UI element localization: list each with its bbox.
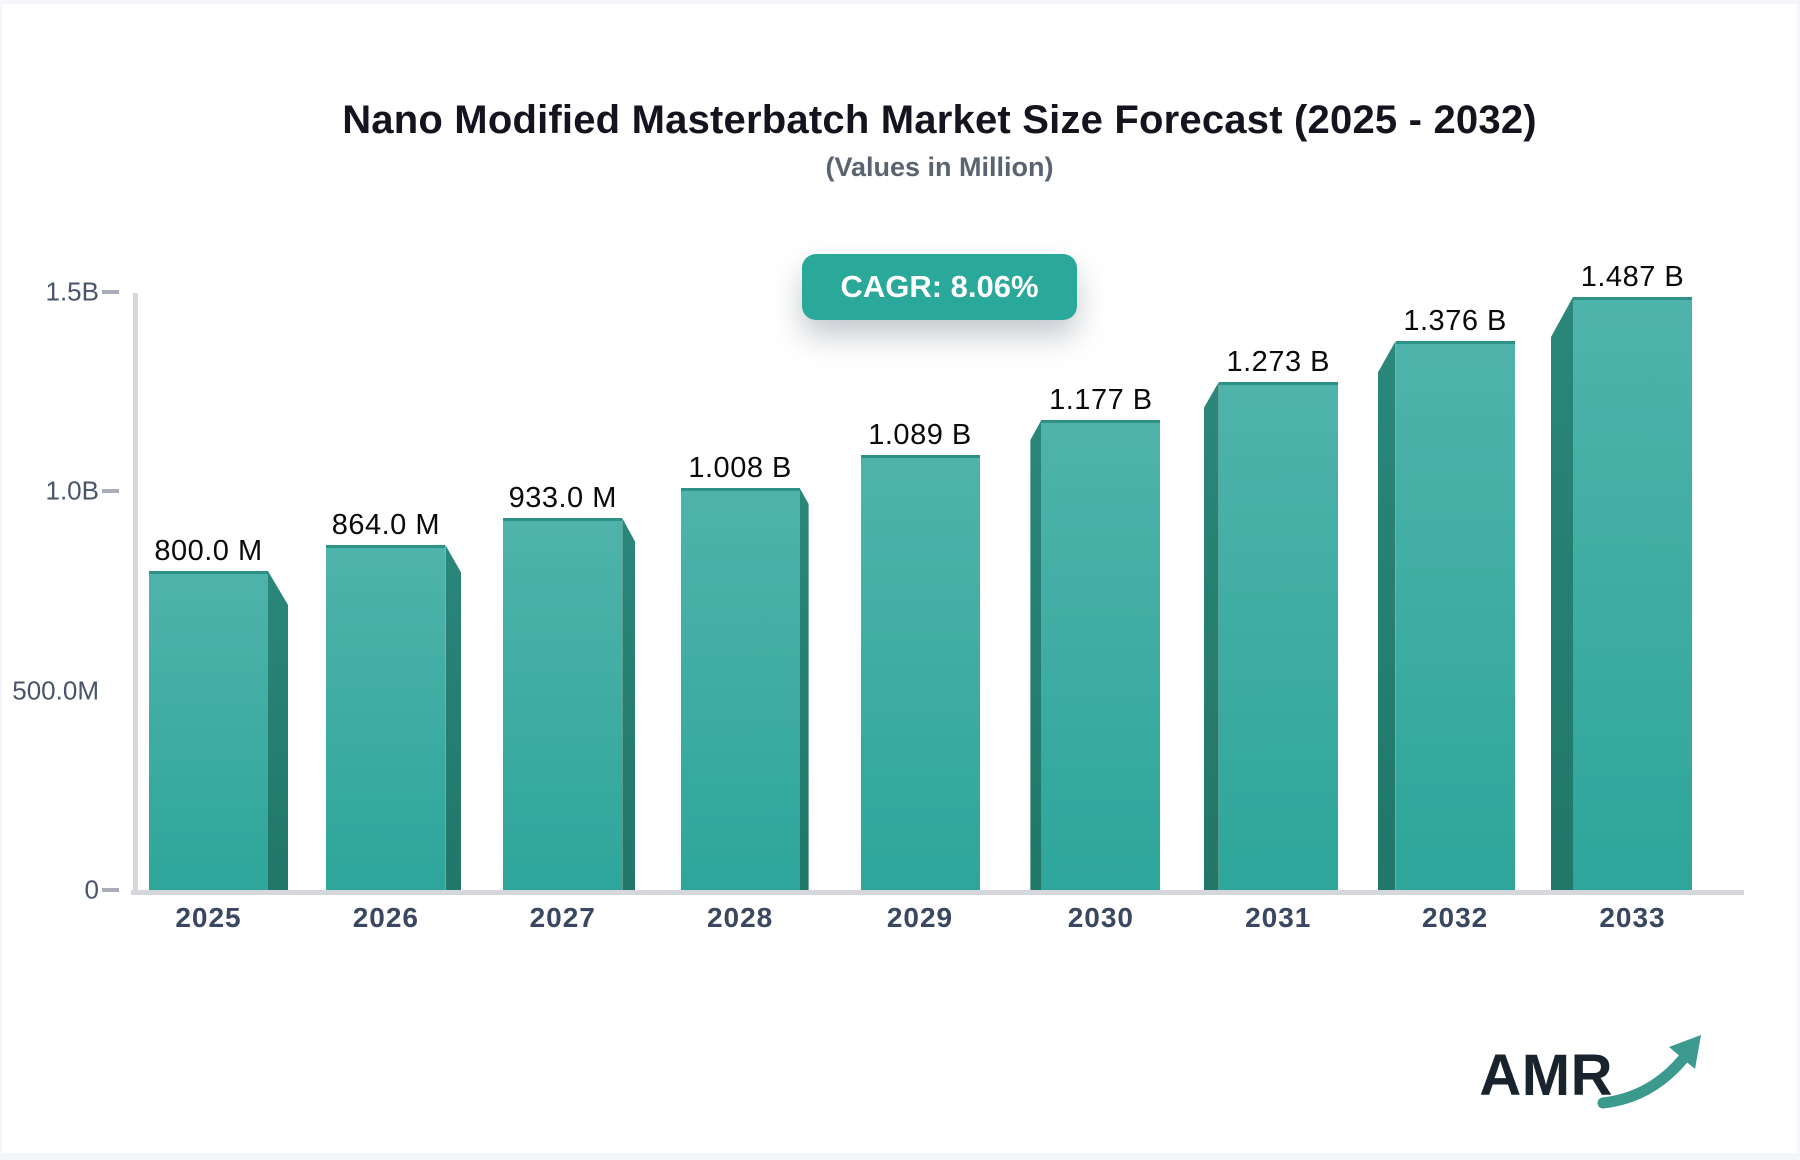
bar-2030[interactable] — [1041, 420, 1161, 890]
x-axis-line — [131, 890, 1744, 895]
bar-side-2031 — [1203, 382, 1219, 890]
bar-2027[interactable] — [503, 518, 623, 890]
chart-title: Nano Modified Masterbatch Market Size Fo… — [342, 98, 1537, 142]
bar-value-label-2029: 1.089 B — [868, 419, 972, 451]
bar-top-edge-2033 — [1573, 297, 1692, 300]
y-tick-label-1.5B: 1.5B — [45, 276, 100, 306]
bar-top-edge-2026 — [326, 545, 446, 548]
bar-top-edge-2029 — [860, 455, 980, 458]
y-tick-dash-1.0B — [102, 489, 119, 493]
cagr-badge-wrapper: CAGR: 8.06% — [135, 254, 1744, 320]
bar-2028[interactable] — [680, 488, 800, 890]
amr-growth-arrow-icon — [1597, 1035, 1701, 1109]
y-tick-label-500.0M: 500.0M — [12, 675, 99, 705]
bar-2025[interactable] — [149, 571, 268, 890]
x-tick-label-2026: 2026 — [352, 902, 420, 933]
bar-value-label-2033: 1.487 B — [1580, 261, 1685, 293]
bar-value-label-2031: 1.273 B — [1226, 346, 1330, 378]
x-tick-label-2032: 2032 — [1421, 902, 1489, 933]
bar-side-2025 — [268, 571, 288, 890]
bar-2032[interactable] — [1395, 341, 1515, 890]
bar-value-label-2028: 1.008 B — [688, 452, 792, 484]
x-tick-label-2029: 2029 — [886, 902, 954, 933]
bar-chart-plot: 1.5B 1.0B 500.0M 0 800.0 M 2025 864.0 M 2026 933… — [2, 4, 1800, 1160]
amr-logo-text: AMR — [1479, 1043, 1613, 1108]
bar-side-2032 — [1377, 341, 1396, 890]
bar-2026[interactable] — [326, 545, 446, 890]
x-tick-label-2027: 2027 — [529, 902, 596, 933]
bar-value-label-2030: 1.177 B — [1049, 384, 1153, 416]
bar-top-edge-2030 — [1041, 420, 1161, 423]
bar-side-2028 — [799, 488, 809, 890]
y-tick-dash-1.5B — [102, 289, 119, 294]
bar-side-2026 — [445, 545, 462, 890]
y-tick-label-1.0B: 1.0B — [45, 475, 100, 506]
bar-top-edge-2028 — [680, 488, 800, 491]
chart-card: Nano Modified Masterbatch Market Size Fo… — [2, 4, 1797, 1153]
y-tick-dash-0 — [102, 888, 119, 892]
x-tick-label-2025: 2025 — [175, 902, 242, 933]
cagr-badge: CAGR: 8.06% — [802, 254, 1077, 320]
chart-subtitle: (Values in Million) — [825, 152, 1054, 182]
bar-side-2030 — [1030, 420, 1042, 890]
x-tick-label-2031: 2031 — [1245, 902, 1312, 933]
bar-2029[interactable] — [860, 455, 980, 890]
bar-top-edge-2025 — [149, 571, 268, 574]
bar-value-label-2032: 1.376 B — [1403, 305, 1507, 337]
bar-value-label-2027: 933.0 M — [508, 482, 617, 514]
bar-side-2033 — [1551, 297, 1573, 890]
bar-2033[interactable] — [1573, 297, 1692, 890]
x-tick-label-2033: 2033 — [1599, 902, 1666, 933]
x-tick-label-2028: 2028 — [706, 902, 774, 933]
bar-2031[interactable] — [1218, 382, 1338, 890]
x-tick-label-2030: 2030 — [1067, 902, 1135, 933]
y-tick-label-0: 0 — [84, 874, 99, 905]
bar-value-label-2026: 864.0 M — [331, 509, 441, 541]
y-axis-line — [133, 293, 138, 895]
amr-logo: AMR — [1479, 1029, 1709, 1109]
bar-top-edge-2031 — [1218, 382, 1338, 385]
bar-top-edge-2027 — [503, 518, 623, 521]
bar-side-2027 — [622, 518, 636, 890]
bar-top-edge-2032 — [1395, 341, 1515, 344]
bar-value-label-2025: 800.0 M — [154, 535, 263, 567]
